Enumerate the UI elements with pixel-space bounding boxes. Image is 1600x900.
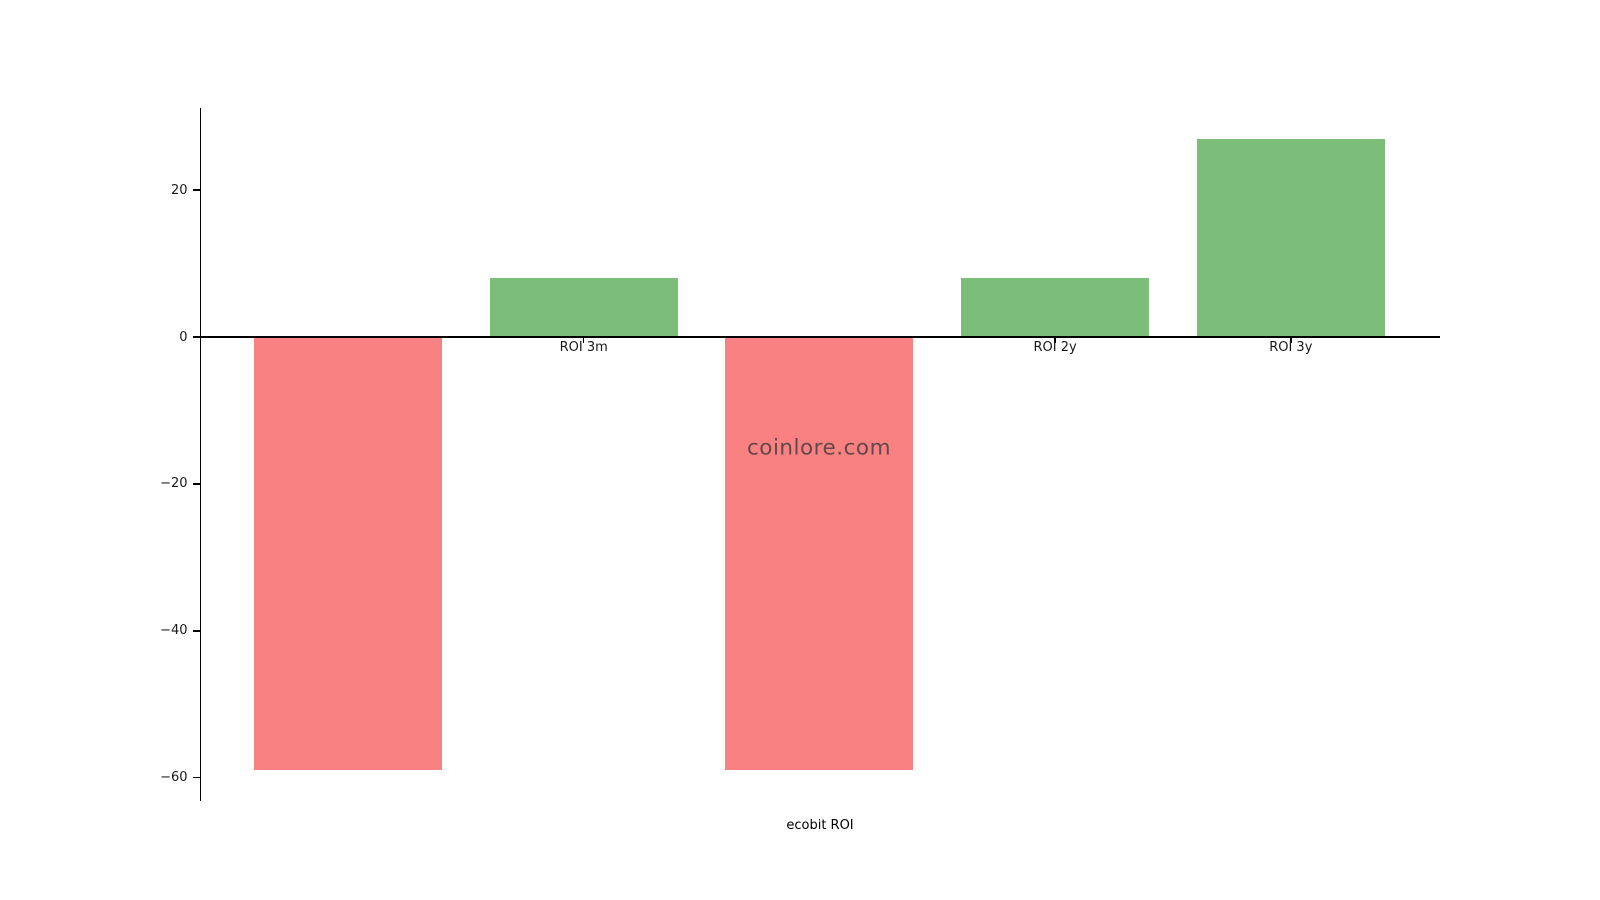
x-tick-label: ROI 3m — [559, 340, 608, 355]
chart-bar-roi-3m — [489, 278, 678, 337]
chart-bar — [254, 337, 442, 770]
x-axis-line — [199, 336, 1440, 338]
y-tick-label: −40 — [160, 623, 188, 639]
chart-xlabel: ecobit ROI — [786, 818, 854, 833]
y-tick-mark — [192, 776, 200, 779]
chart-bar — [725, 337, 914, 770]
y-tick-mark — [192, 630, 200, 632]
chart-bar-roi-3y — [1196, 138, 1385, 337]
y-tick-label: −20 — [160, 476, 188, 492]
chart-bar-roi-2y — [961, 278, 1150, 337]
x-tick-mark — [582, 337, 585, 343]
y-tick-label: 20 — [170, 182, 188, 198]
x-tick-label: ROI 2y — [1033, 340, 1077, 355]
y-tick-mark — [192, 483, 200, 485]
y-tick-label: 0 — [179, 329, 188, 345]
y-tick-mark — [192, 336, 200, 338]
y-tick-label: −60 — [160, 770, 188, 786]
y-tick-mark — [192, 189, 200, 191]
coinlore-watermark: coinlore.com — [746, 435, 892, 461]
x-tick-mark — [1290, 337, 1292, 343]
x-tick-mark — [1054, 337, 1056, 343]
x-tick-label: ROI 3y — [1269, 340, 1313, 355]
y-axis-spine — [199, 108, 202, 801]
